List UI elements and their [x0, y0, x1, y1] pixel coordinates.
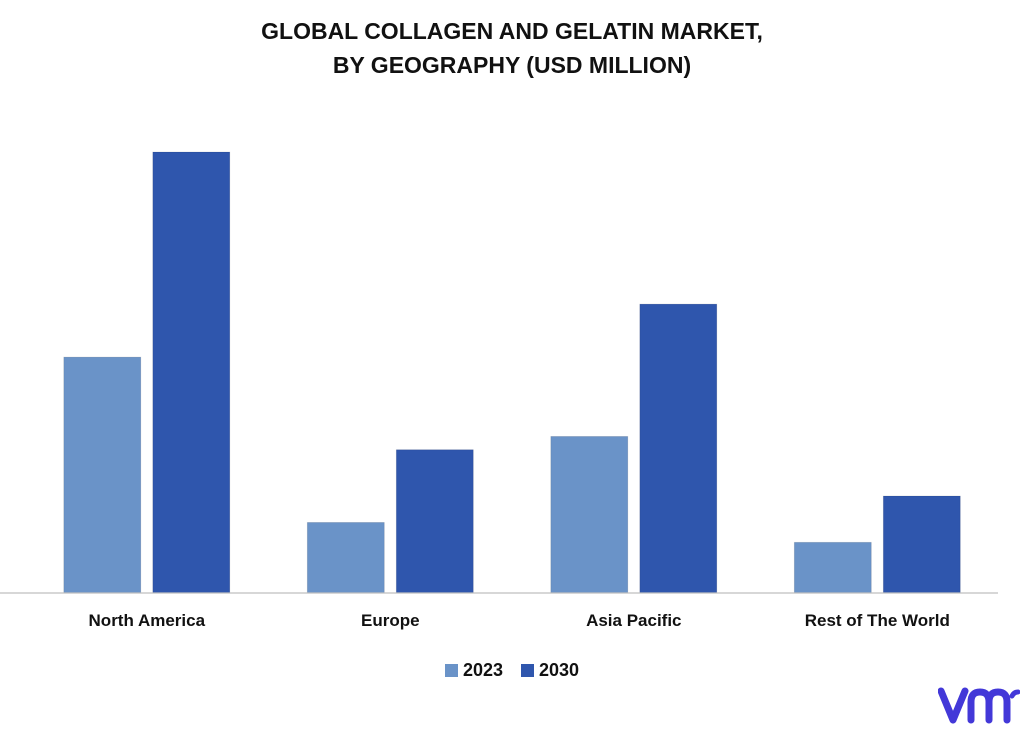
- bar-rest-of-the-world-2023: [793, 541, 872, 594]
- chart-title-line-2: BY GEOGRAPHY (USD MILLION): [332, 52, 692, 78]
- bars-group: [63, 151, 961, 594]
- chart-title-line-1: GLOBAL COLLAGEN AND GELATIN MARKET,: [261, 18, 763, 44]
- bar-europe-2023: [306, 522, 385, 594]
- bar-asia-pacific-2023: [550, 435, 629, 594]
- x-tick-label-asia-pacific: Asia Pacific: [586, 611, 681, 630]
- x-tick-labels: North America Europe Asia Pacific Rest of T…: [89, 611, 950, 630]
- legend-item-2023: 2023: [444, 660, 503, 681]
- legend-label-2030: 2030: [539, 660, 580, 680]
- bar-europe-2030: [395, 449, 474, 594]
- bar-rest-of-the-world-2030: [882, 495, 961, 594]
- chart-title: GLOBAL COLLAGEN AND GELATIN MARKET, BY G…: [0, 14, 1024, 82]
- legend-swatch-2023: [444, 664, 458, 677]
- vmr-logo-icon: [938, 687, 1020, 724]
- x-tick-label-north-america: North America: [89, 611, 206, 630]
- legend: 2023 2030: [0, 660, 1024, 681]
- legend-swatch-2030: [521, 664, 534, 677]
- legend-item-2030: 2030: [521, 660, 579, 681]
- x-tick-label-rest-of-the-world: Rest of The World: [805, 611, 950, 630]
- bar-north-america-2030: [152, 151, 231, 594]
- bar-asia-pacific-2030: [639, 303, 718, 594]
- x-tick-label-europe: Europe: [361, 611, 420, 630]
- legend-label-2023: 2023: [462, 660, 503, 680]
- bar-north-america-2023: [63, 356, 142, 594]
